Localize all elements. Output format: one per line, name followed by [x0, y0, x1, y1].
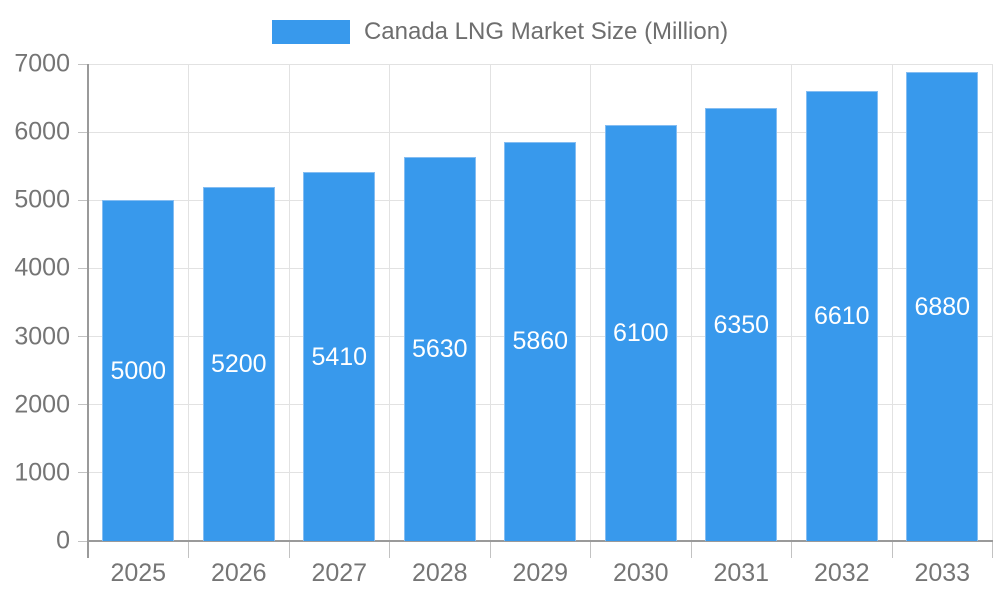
x-axis-label: 2025: [110, 559, 167, 587]
x-gridline: [791, 64, 792, 541]
y-axis-label: 3000: [14, 322, 70, 351]
x-gridline: [590, 64, 591, 541]
bar-value-label: 5860: [512, 327, 569, 356]
x-axis-line: [87, 540, 993, 542]
bar-value-label: 5630: [411, 335, 468, 364]
bar[interactable]: 6610: [805, 90, 878, 541]
y-axis-label: 2000: [14, 390, 70, 419]
x-axis-label: 2026: [210, 559, 267, 587]
y-axis-tick: [78, 336, 88, 338]
legend-title: Canada LNG Market Size (Million): [363, 18, 729, 45]
bar[interactable]: 6880: [906, 72, 979, 541]
y-axis-tick: [78, 404, 88, 406]
bar-value-label: 5200: [210, 349, 267, 378]
x-axis-label: 2033: [914, 559, 971, 587]
x-axis-tick: [590, 541, 591, 558]
x-axis-tick: [188, 541, 189, 558]
bar[interactable]: 5410: [303, 172, 376, 541]
y-axis-label: 4000: [14, 253, 70, 282]
y-axis-label: 1000: [14, 458, 70, 487]
legend-item[interactable]: Canada LNG Market Size (Million): [271, 18, 729, 45]
x-gridline: [489, 64, 491, 541]
bar[interactable]: 5630: [403, 157, 476, 541]
y-axis-label: 6000: [14, 117, 70, 146]
x-axis-tick: [489, 541, 491, 558]
y-axis-label: 7000: [14, 49, 70, 78]
y-axis-tick: [78, 199, 88, 201]
x-gridline: [891, 64, 893, 541]
x-axis-label: 2030: [612, 559, 669, 587]
y-gridline: [88, 63, 993, 65]
y-axis-tick: [78, 131, 88, 133]
bar-value-label: 5410: [311, 342, 368, 371]
y-axis-line: [87, 64, 89, 558]
y-axis-label: 5000: [14, 185, 70, 214]
bar[interactable]: 5200: [202, 186, 275, 541]
x-axis-label: 2031: [713, 559, 770, 587]
bar-value-label: 5000: [110, 356, 167, 385]
bar-value-label: 6610: [813, 301, 870, 330]
x-gridline: [288, 64, 290, 541]
y-axis-tick: [78, 267, 88, 269]
y-gridline: [88, 131, 993, 133]
legend: Canada LNG Market Size (Million): [0, 20, 1000, 44]
x-axis-tick: [791, 541, 792, 558]
bar-value-label: 6350: [713, 310, 770, 339]
x-gridline: [690, 64, 692, 541]
bar-value-label: 6880: [914, 292, 971, 321]
x-axis-tick: [992, 541, 993, 558]
x-axis-tick: [288, 541, 290, 558]
x-axis-label: 2029: [512, 559, 569, 587]
bar[interactable]: 5860: [504, 141, 577, 541]
y-axis-tick: [78, 540, 88, 542]
x-axis-label: 2028: [411, 559, 468, 587]
y-axis-tick: [78, 472, 88, 474]
x-axis-label: 2032: [813, 559, 870, 587]
y-axis-tick: [78, 63, 88, 65]
bar[interactable]: 5000: [102, 200, 175, 541]
y-axis-label: 0: [56, 526, 70, 555]
bar[interactable]: 6350: [705, 108, 778, 541]
x-axis-tick: [891, 541, 893, 558]
x-axis-tick: [389, 541, 390, 558]
x-gridline: [992, 64, 993, 541]
x-axis-tick: [690, 541, 692, 558]
legend-swatch-icon: [271, 20, 350, 44]
bar[interactable]: 6100: [604, 125, 677, 541]
x-gridline: [188, 64, 189, 541]
bar-value-label: 6100: [612, 319, 669, 348]
x-gridline: [389, 64, 390, 541]
x-axis-label: 2027: [311, 559, 368, 587]
